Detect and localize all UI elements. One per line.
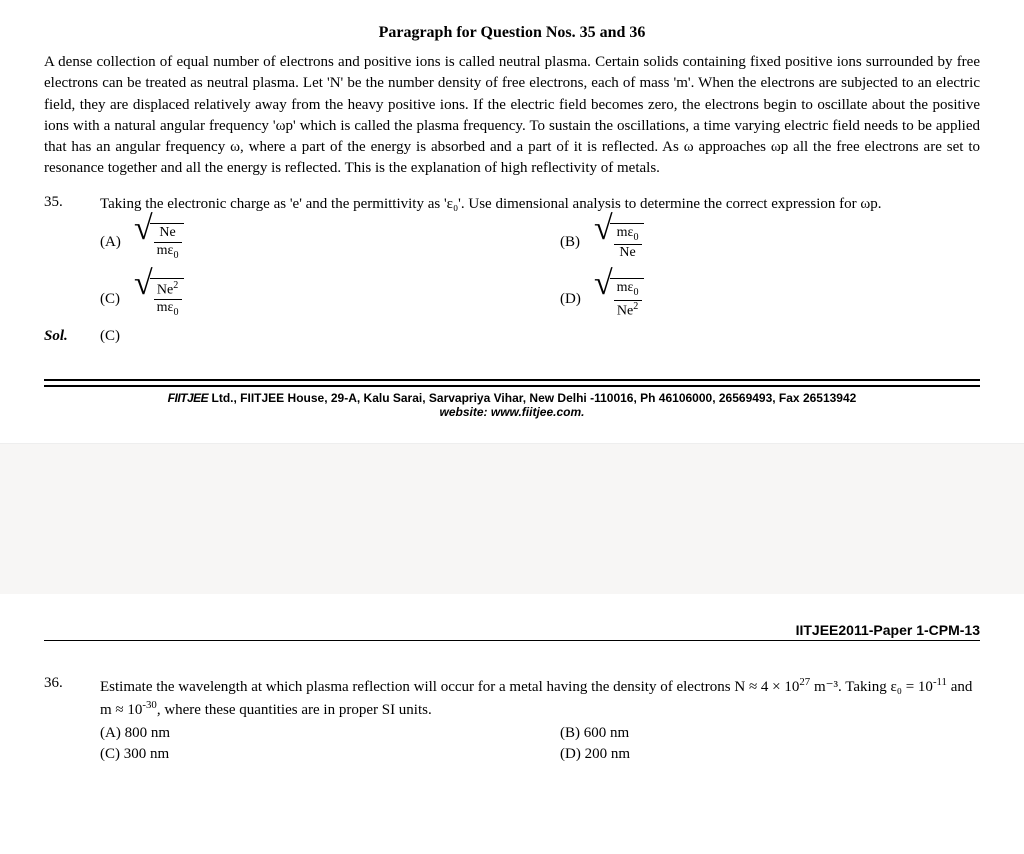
- option-A: (A) √ Ne mε0: [100, 223, 520, 262]
- section-divider: [44, 379, 980, 387]
- sqrt-expression: √ Ne mε0: [134, 223, 184, 262]
- sqrt-expression: √ mε0 Ne2: [594, 278, 644, 320]
- brand-name: FIITJEE: [168, 391, 209, 405]
- sqrt-expression: √ mε0 Ne: [594, 223, 644, 262]
- fraction-numerator: mε0: [614, 226, 642, 244]
- option-D: (D) 200 nm: [560, 746, 980, 763]
- passage-text: A dense collection of equal number of el…: [44, 52, 980, 180]
- exponent: -30: [142, 699, 156, 711]
- option-value: 200 nm: [585, 746, 630, 762]
- fraction-denominator: Ne: [614, 244, 642, 261]
- qtext-part: m⁻³. Taking ε₀ = 10: [810, 679, 933, 695]
- footer-address: Ltd., FIITJEE House, 29-A, Kalu Sarai, S…: [208, 391, 856, 405]
- website-label: website:: [440, 405, 491, 419]
- options-grid: (A) 800 nm (B) 600 nm (C) 300 nm (D) 200…: [100, 725, 980, 763]
- question-35: 35. Taking the electronic charge as 'e' …: [44, 194, 980, 320]
- option-value: 800 nm: [125, 725, 170, 741]
- qtext-part: Estimate the wavelength at which plasma …: [100, 679, 799, 695]
- option-label: (A): [100, 725, 121, 741]
- option-C: (C) √ Ne2 mε0: [100, 278, 520, 320]
- fraction-denominator: Ne2: [614, 300, 642, 319]
- solution-answer: (C): [100, 328, 980, 345]
- solution-label: Sol.: [44, 328, 100, 345]
- question-number: 36.: [44, 675, 100, 764]
- header-rule: [44, 640, 980, 641]
- option-label: (B): [560, 725, 580, 741]
- question-number: 35.: [44, 194, 100, 320]
- option-value: 300 nm: [124, 746, 169, 762]
- fraction-numerator: mε0: [614, 281, 642, 299]
- option-D: (D) √ mε0 Ne2: [560, 278, 980, 320]
- solution-line: Sol. (C): [44, 328, 980, 345]
- question-text: Taking the electronic charge as 'e' and …: [100, 194, 980, 215]
- option-label: (D): [560, 291, 588, 308]
- page-header-right: IITJEE2011-Paper 1-CPM-13: [44, 622, 980, 638]
- question-text: Estimate the wavelength at which plasma …: [100, 675, 980, 722]
- page-gap: [0, 443, 1024, 594]
- option-B: (B) √ mε0 Ne: [560, 223, 980, 262]
- fraction-denominator: mε0: [154, 242, 182, 261]
- page-footer: FIITJEE Ltd., FIITJEE House, 29-A, Kalu …: [44, 391, 980, 419]
- fraction-numerator: Ne: [154, 226, 182, 242]
- paragraph-heading: Paragraph for Question Nos. 35 and 36: [44, 24, 980, 42]
- exponent: 27: [799, 676, 810, 688]
- exponent: -11: [933, 676, 947, 688]
- option-C: (C) 300 nm: [100, 746, 520, 763]
- option-label: (C): [100, 746, 120, 762]
- options-grid: (A) √ Ne mε0 (B) √: [100, 223, 980, 320]
- option-label: (A): [100, 234, 128, 251]
- option-A: (A) 800 nm: [100, 725, 520, 742]
- option-B: (B) 600 nm: [560, 725, 980, 742]
- sqrt-expression: √ Ne2 mε0: [134, 278, 184, 320]
- fraction-denominator: mε0: [154, 299, 182, 318]
- option-label: (B): [560, 234, 588, 251]
- question-36: 36. Estimate the wavelength at which pla…: [44, 675, 980, 764]
- option-label: (C): [100, 291, 128, 308]
- qtext-part: , where these quantities are in proper S…: [157, 702, 432, 718]
- fraction-numerator: Ne2: [154, 281, 182, 299]
- option-value: 600 nm: [584, 725, 629, 741]
- website-url: www.fiitjee.com.: [491, 405, 585, 419]
- option-label: (D): [560, 746, 581, 762]
